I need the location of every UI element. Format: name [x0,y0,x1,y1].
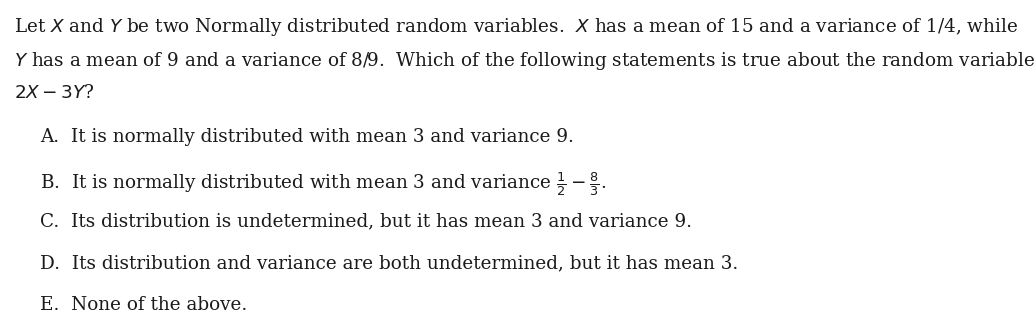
Text: B.  It is normally distributed with mean 3 and variance $\frac{1}{2} - \frac{8}{: B. It is normally distributed with mean … [40,170,606,198]
Text: E.  None of the above.: E. None of the above. [40,296,247,314]
Text: D.  Its distribution and variance are both undetermined, but it has mean 3.: D. Its distribution and variance are bot… [40,254,738,272]
Text: $2X - 3Y$?: $2X - 3Y$? [14,84,95,102]
Text: $Y$ has a mean of 9 and a variance of 8/9.  Which of the following statements is: $Y$ has a mean of 9 and a variance of 8/… [14,50,1034,72]
Text: Let $X$ and $Y$ be two Normally distributed random variables.  $X$ has a mean of: Let $X$ and $Y$ be two Normally distribu… [14,16,1017,38]
Text: C.  Its distribution is undetermined, but it has mean 3 and variance 9.: C. Its distribution is undetermined, but… [40,212,692,230]
Text: A.  It is normally distributed with mean 3 and variance 9.: A. It is normally distributed with mean … [40,128,574,146]
